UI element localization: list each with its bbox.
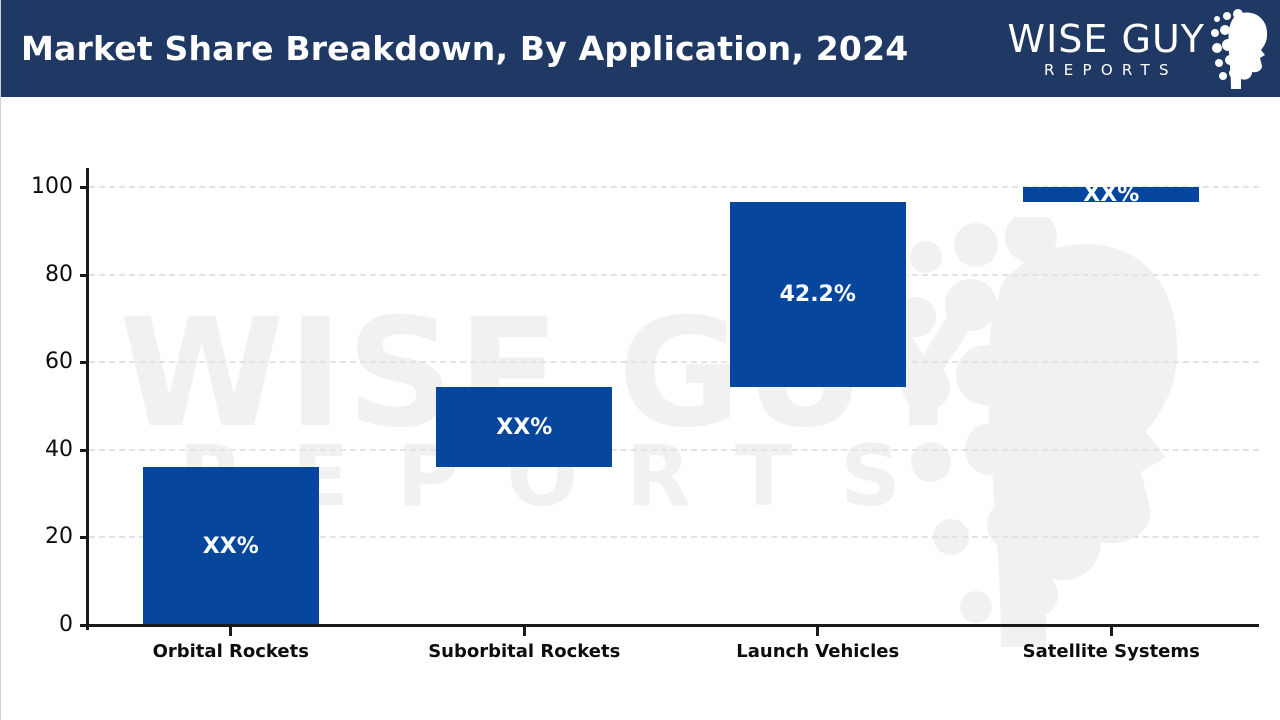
- y-axis-line: [86, 168, 89, 630]
- gridline: [89, 186, 1259, 188]
- y-tick-mark: [80, 361, 89, 365]
- page-title: Market Share Breakdown, By Application, …: [21, 29, 909, 68]
- x-tick-mark: [816, 627, 820, 636]
- header-bar: Market Share Breakdown, By Application, …: [1, 0, 1280, 97]
- y-tick-label: 80: [45, 261, 73, 287]
- y-tick-mark: [80, 186, 89, 189]
- watermark-face-icon: [896, 217, 1178, 647]
- wiseguy-logo: WISE GUY REPORTS: [1008, 6, 1271, 92]
- x-tick-label: Launch Vehicles: [736, 641, 900, 662]
- x-tick-mark: [229, 627, 233, 636]
- y-tick-label: 100: [31, 174, 73, 199]
- bar: [729, 202, 906, 388]
- x-tick-label: Satellite Systems: [1022, 641, 1200, 662]
- x-tick-mark: [522, 627, 526, 636]
- wiseguy-logo-text: WISE GUY REPORTS: [1008, 18, 1205, 80]
- y-tick-label: 20: [45, 524, 73, 550]
- bar: [436, 387, 613, 468]
- bar-value-label: XX%: [1083, 182, 1140, 208]
- x-tick-label: Orbital Rockets: [152, 641, 309, 662]
- x-tick-mark: [1109, 627, 1113, 636]
- gridline: [89, 448, 1259, 451]
- chart-area: WISE GUY REPORTS 0 20 40 60 80 100 XX% Orbital …: [1, 97, 1280, 720]
- logo-subtitle: REPORTS: [1043, 61, 1178, 79]
- gridline: [89, 361, 1259, 364]
- y-tick-mark: [80, 448, 89, 452]
- wiseguy-face-icon: [1211, 9, 1268, 89]
- bar: [142, 467, 319, 625]
- bar: [1023, 187, 1200, 203]
- x-tick-label: Suborbital Rockets: [428, 641, 621, 662]
- y-tick-label: 60: [45, 349, 73, 375]
- x-axis-line: [86, 624, 1259, 627]
- y-tick-mark: [80, 536, 89, 540]
- gridline: [89, 536, 1259, 539]
- bar-value-label: XX%: [202, 533, 259, 559]
- gridline: [89, 273, 1259, 276]
- y-tick-label: 40: [45, 436, 73, 462]
- logo-wordmark: WISE GUY: [1007, 17, 1205, 61]
- y-tick-mark: [80, 624, 89, 627]
- bar-value-label: 42.2%: [779, 282, 856, 308]
- y-tick-label: 0: [59, 612, 73, 637]
- y-tick-mark: [80, 273, 89, 277]
- plot-region: 0 20 40 60 80 100 XX% Orbital Rockets XX% Suborbi…: [1, 97, 1280, 720]
- bar-value-label: XX%: [496, 414, 553, 440]
